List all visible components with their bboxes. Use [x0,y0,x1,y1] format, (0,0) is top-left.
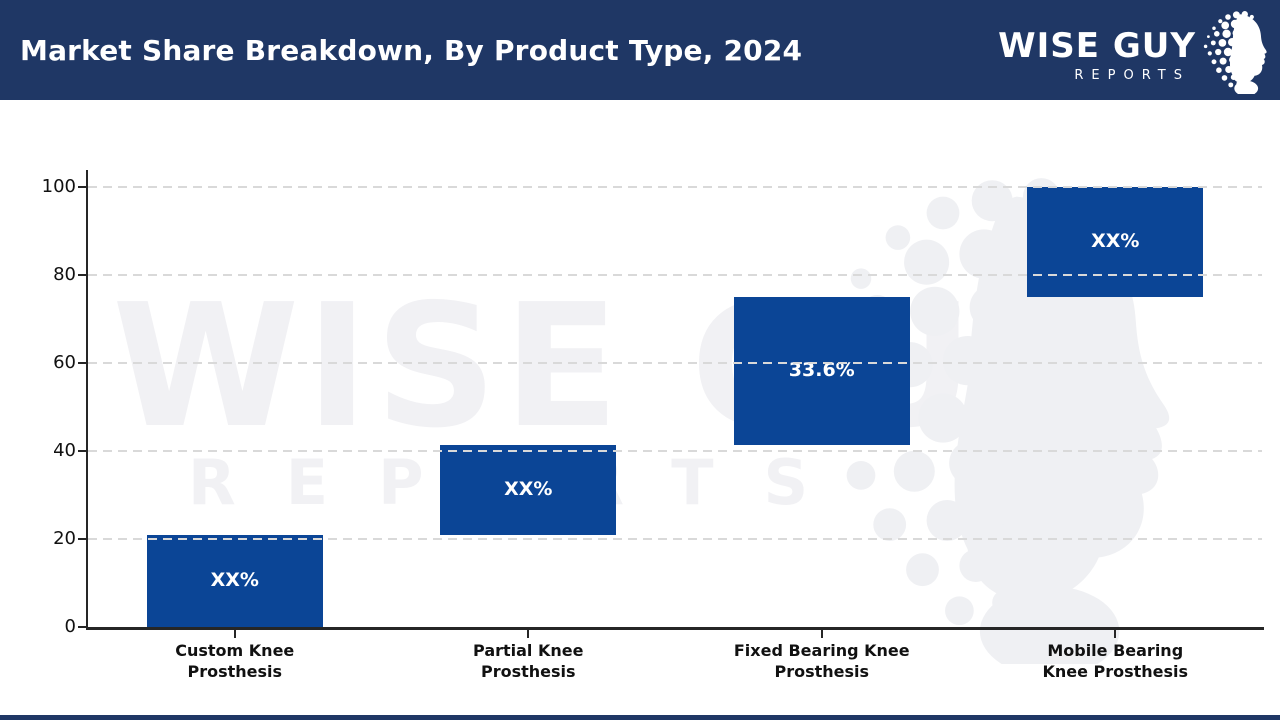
logo-wordmark: WISE GUY [998,26,1196,66]
footer-bar [0,715,1280,720]
y-tick-mark-0 [78,626,86,628]
header-bar: Market Share Breakdown, By Product Type,… [0,0,1280,100]
category-label-line: Prosthesis [480,662,576,681]
y-tick-label-80: 80 [53,264,76,285]
logo-head-icon [1203,11,1267,94]
bar-value-label-1: XX% [504,477,553,500]
category-label-3: Mobile Bearing Knee Prosthesis [965,640,1265,682]
gridline-40 [88,450,1262,452]
bar-value-label-2: 33.6% [788,358,855,381]
x-tick-mark-2 [820,630,823,638]
page-title: Market Share Breakdown, By Product Type,… [20,33,803,67]
y-tick-label-0: 0 [64,616,76,637]
x-tick-mark-0 [233,630,236,638]
gridline-20 [88,538,1262,540]
y-tick-mark-80 [78,274,86,276]
logo-tagline: REPORTS [1074,68,1190,83]
gridline-80 [88,274,1262,276]
bar-value-label-3: XX% [1091,230,1140,252]
y-tick-mark-100 [78,186,86,188]
y-tick-label-40: 40 [53,440,76,461]
y-tick-mark-40 [78,450,86,452]
category-label-1: Partial Knee Prosthesis [378,640,678,682]
bar-segment-2 [733,297,910,445]
gridline-60 [88,362,1262,364]
category-label-2: Fixed Bearing Knee Prosthesis [672,640,972,682]
category-label-line: Partial Knee [473,641,584,660]
y-tick-mark-60 [78,362,86,364]
x-tick-mark-3 [1114,630,1117,638]
bar-segment-1 [440,444,617,535]
y-tick-label-100: 100 [41,176,76,197]
y-tick-label-60: 60 [53,352,76,373]
y-tick-mark-20 [78,538,86,540]
wiseguy-logo: WISE GUY REPORTS [998,6,1272,96]
bar-value-label-0: XX% [210,568,259,591]
category-label-line: Prosthesis [187,662,283,681]
x-tick-mark-1 [527,630,530,638]
category-label-line: Custom Knee [175,641,295,660]
bar-segment-3 [1027,187,1204,297]
y-axis-line [86,170,88,629]
category-label-line: Mobile Bearing [1047,641,1184,660]
bar-segment-0 [146,534,323,627]
gridline-100 [88,186,1262,188]
category-label-0: Custom Knee Prosthesis [85,640,385,682]
x-axis-line [86,627,1264,630]
category-label-line: Knee Prosthesis [1042,662,1189,681]
y-tick-label-20: 20 [53,528,76,549]
category-label-line: Prosthesis [774,662,870,681]
category-label-line: Fixed Bearing Knee [733,641,910,660]
